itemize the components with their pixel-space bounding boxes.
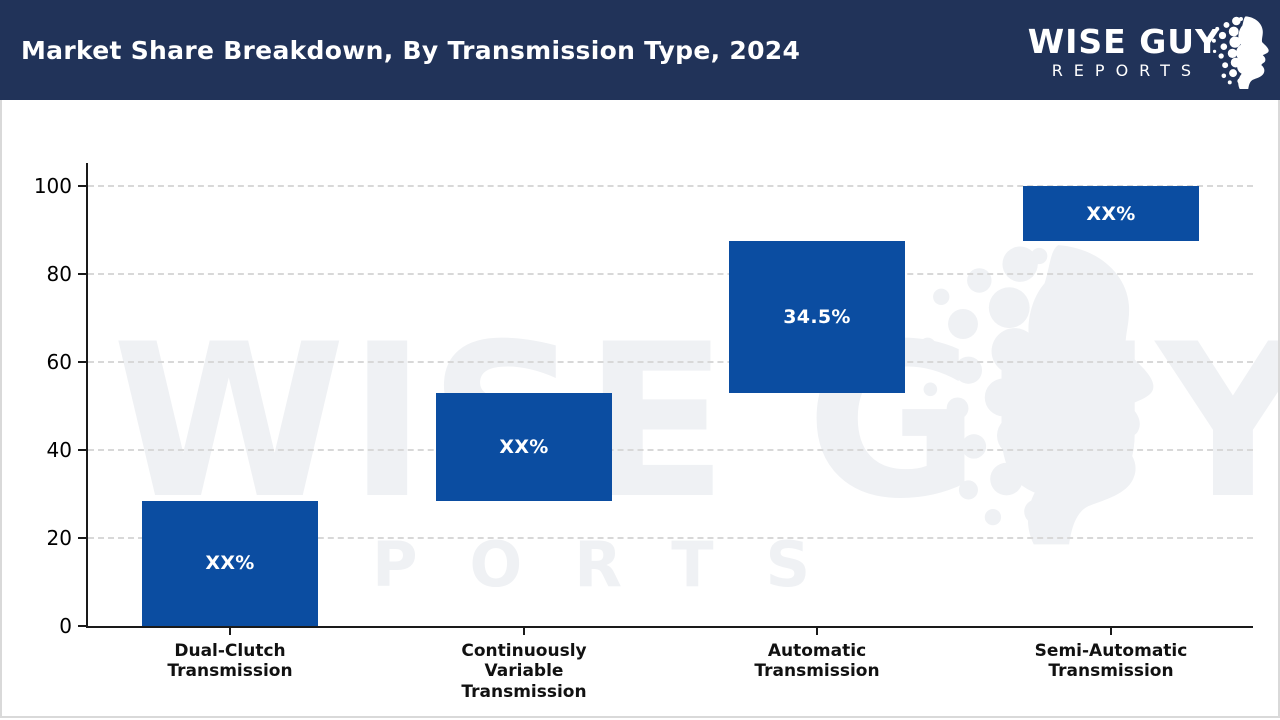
- x-axis-category-label: Dual-Clutch Transmission: [167, 641, 293, 682]
- header-bar: Market Share Breakdown, By Transmission …: [0, 0, 1280, 100]
- y-axis-tick: [78, 625, 86, 627]
- gridline-60: [88, 361, 1253, 363]
- bar-segment: [142, 500, 318, 626]
- y-axis-tick-label: 40: [46, 438, 72, 462]
- x-axis-category-label: Automatic Transmission: [754, 641, 880, 682]
- wise-guy-reports-logo: WISE GUY REPORTS: [1028, 6, 1272, 98]
- x-axis-tick: [816, 628, 818, 635]
- bar-value-label: XX%: [205, 552, 255, 575]
- bar-segment: [1023, 186, 1199, 241]
- x-axis-tick: [523, 628, 525, 635]
- y-axis-line: [86, 163, 88, 628]
- y-axis-tick-label: 80: [46, 262, 72, 286]
- gridline-40: [88, 449, 1253, 451]
- y-axis-tick: [78, 361, 86, 363]
- gridline-20: [88, 537, 1253, 539]
- y-axis-tick-label: 20: [46, 526, 72, 550]
- gridline-100: [88, 185, 1253, 187]
- wise-guy-head-icon: [1211, 16, 1269, 89]
- y-axis-tick-label: 60: [46, 350, 72, 374]
- logo-text: WISE GUY REPORTS: [1027, 21, 1220, 81]
- logo-wiseguy-text: WISE GUY: [1027, 21, 1220, 61]
- y-axis-tick: [78, 537, 86, 539]
- y-axis-tick-label: 0: [59, 614, 72, 638]
- y-axis-tick: [78, 273, 86, 275]
- chart-area: WISE GUY REPORTS 0 20 40 60 80 100 XX% XX% 34.5%…: [0, 100, 1280, 720]
- y-axis-tick-label: 100: [33, 174, 72, 198]
- bar-value-label: XX%: [1086, 202, 1136, 225]
- x-axis-tick: [229, 628, 231, 635]
- page-title: Market Share Breakdown, By Transmission …: [21, 35, 801, 65]
- logo-reports-text: REPORTS: [1051, 61, 1203, 81]
- y-axis-tick: [78, 449, 86, 451]
- bar-segment: [729, 241, 905, 393]
- x-axis-category-label: Continuously Variable Transmission: [461, 641, 587, 702]
- x-axis-tick: [1110, 628, 1112, 635]
- bar-segment: [436, 392, 612, 501]
- y-axis-tick: [78, 185, 86, 187]
- gridline-80: [88, 273, 1253, 275]
- bar-value-label: 34.5%: [783, 305, 851, 328]
- x-axis-category-label: Semi-Automatic Transmission: [1034, 641, 1188, 682]
- bar-value-label: XX%: [499, 435, 549, 458]
- x-axis-line: [86, 626, 1253, 628]
